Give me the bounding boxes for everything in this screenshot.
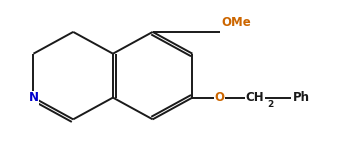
Text: 2: 2	[268, 100, 274, 109]
Text: Ph: Ph	[293, 91, 310, 104]
Text: OMe: OMe	[222, 16, 251, 29]
Text: N: N	[28, 91, 38, 104]
Text: O: O	[215, 91, 225, 104]
Text: CH: CH	[246, 91, 264, 104]
